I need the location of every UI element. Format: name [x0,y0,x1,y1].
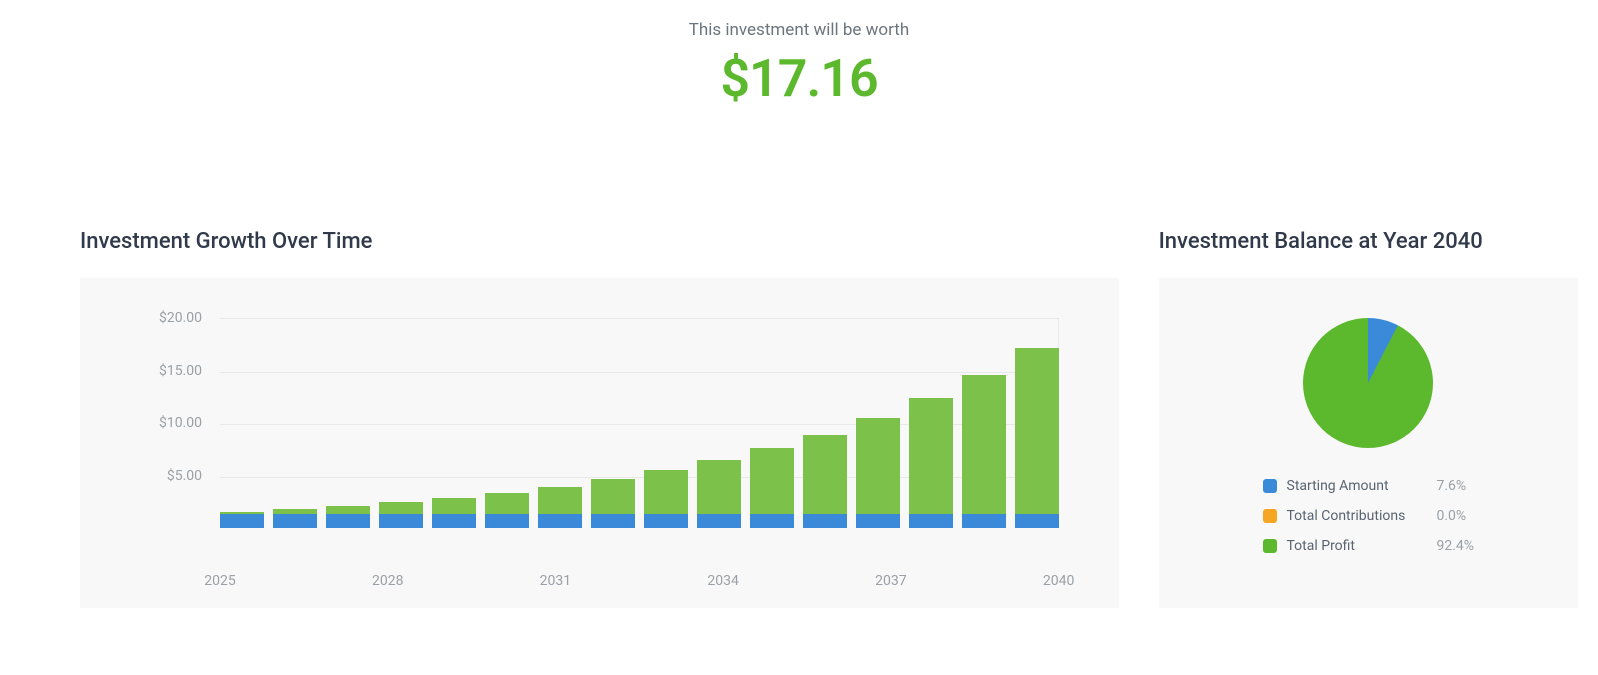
bar-segment-starting [803,514,847,528]
bar-segment-starting [644,514,688,528]
legend-item: Total Profit92.4% [1263,538,1475,554]
bar [538,318,582,528]
legend-value: 92.4% [1437,538,1475,554]
summary-subtitle: This investment will be worth [0,20,1598,40]
bar [856,318,900,528]
bar-segment-profit [432,498,476,514]
x-tick-label: 2037 [875,573,906,589]
y-tick-label: $15.00 [159,363,202,379]
bar-segment-profit [538,487,582,515]
legend-label: Starting Amount [1287,478,1437,494]
growth-panel: Investment Growth Over Time $5.00$10.00$… [80,229,1119,608]
bar-segment-profit [909,398,953,514]
legend-value: 7.6% [1437,478,1467,494]
x-axis: 202520282031203420372040 [220,573,1059,593]
growth-title: Investment Growth Over Time [80,229,1119,254]
bar-segment-profit [697,460,741,514]
legend-label: Total Profit [1287,538,1437,554]
pie-legend: Starting Amount7.6%Total Contributions0.… [1263,478,1475,554]
bar [220,318,264,528]
x-tick-label: 2031 [540,573,571,589]
bar [1015,318,1059,528]
bar-segment-starting [591,514,635,528]
x-tick-label: 2040 [1043,573,1074,589]
bar [432,318,476,528]
growth-chart: $5.00 $10.00 $15.00 $20.00 2025 2028 2031 2034… [80,278,1119,608]
bar-segment-profit [591,479,635,515]
balance-panel: Investment Balance at Year 2040 Starting… [1159,229,1578,608]
bar-segment-starting [962,514,1006,528]
bar-segment-starting [750,514,794,528]
bar-segment-starting [856,514,900,528]
legend-swatch [1263,509,1277,523]
bar [485,318,529,528]
x-tick-label: 2025 [204,573,235,589]
bar-segment-starting [379,514,423,528]
bar-segment-profit [856,418,900,514]
bar [591,318,635,528]
x-tick-label: 2034 [707,573,738,589]
bar-segment-starting [432,514,476,528]
bar-segment-profit [644,470,688,514]
bar [909,318,953,528]
balance-chart: Starting Amount7.6%Total Contributions0.… [1159,278,1578,608]
bar [326,318,370,528]
bar-segment-profit [485,493,529,515]
bar-segment-starting [1015,514,1059,528]
bars-container [220,318,1059,528]
bar-segment-starting [273,514,317,528]
y-axis: $5.00$10.00$15.00$20.00 [80,318,210,528]
balance-title: Investment Balance at Year 2040 [1159,229,1578,254]
legend-swatch [1263,479,1277,493]
bar-segment-starting [220,514,264,528]
legend-swatch [1263,539,1277,553]
bar [803,318,847,528]
legend-label: Total Contributions [1287,508,1437,524]
bar [379,318,423,528]
bar [644,318,688,528]
bar-segment-starting [909,514,953,528]
summary-amount: $17.16 [0,48,1598,109]
bar-segment-profit [750,448,794,514]
bar-segment-profit [803,435,847,515]
x-tick-label: 2028 [372,573,403,589]
legend-value: 0.0% [1437,508,1467,524]
bar-segment-starting [326,514,370,528]
y-tick-label: $5.00 [167,468,202,484]
legend-item: Total Contributions0.0% [1263,508,1475,524]
bar-segment-profit [326,506,370,514]
bar-segment-starting [538,514,582,528]
pie-chart [1303,318,1433,448]
bar-segment-profit [1015,348,1059,515]
y-tick-label: $20.00 [159,310,202,326]
y-tick-label: $10.00 [159,415,202,431]
legend-item: Starting Amount7.6% [1263,478,1475,494]
bar-segment-starting [697,514,741,528]
bar-segment-profit [962,375,1006,515]
summary-header: This investment will be worth $17.16 [0,0,1598,109]
bar [273,318,317,528]
bar-segment-starting [485,514,529,528]
bar [750,318,794,528]
bar [697,318,741,528]
bar-segment-profit [379,502,423,514]
bar [962,318,1006,528]
